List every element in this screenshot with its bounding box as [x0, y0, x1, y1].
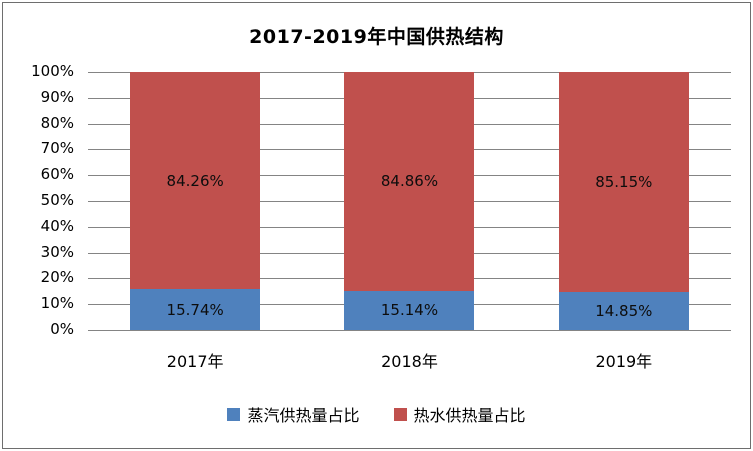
- y-tick-10: 10%: [40, 294, 74, 313]
- bar-value-label: 84.26%: [166, 171, 224, 190]
- y-tick-60: 60%: [40, 165, 74, 184]
- bar-segment-hotwater-2019: 85.15%: [558, 72, 689, 292]
- x-label-2019: 2019年: [595, 352, 653, 371]
- x-label-2018: 2018年: [381, 352, 438, 371]
- bar-value-label: 84.86%: [380, 172, 439, 191]
- y-tick-30: 30%: [40, 242, 74, 261]
- chart-title: 2017-2019年中国供热结构: [249, 26, 504, 48]
- legend: 蒸汽供热量占比 热水供热量占比: [0, 402, 753, 426]
- bar-value-label: 15.74%: [166, 300, 224, 319]
- y-tick-50: 50%: [40, 191, 74, 210]
- y-tick-70: 70%: [40, 139, 74, 158]
- stacked-bar-2019: 14.85% 85.15%: [558, 72, 689, 330]
- stacked-bar-2017: 15.74% 84.26%: [130, 72, 261, 330]
- y-tick-40: 40%: [40, 216, 74, 235]
- gridline: [88, 330, 731, 331]
- stacked-bar-2018: 15.14% 84.86%: [344, 72, 475, 330]
- bar-value-label: 14.85%: [595, 301, 653, 320]
- bar-segment-steam-2018: 15.14%: [344, 290, 475, 330]
- x-label-2017: 2017年: [166, 352, 224, 371]
- bar-value-label: 85.15%: [595, 172, 653, 191]
- bar-segment-hotwater-2018: 84.86%: [344, 72, 475, 291]
- y-tick-90: 90%: [40, 87, 74, 106]
- y-tick-0: 0%: [50, 320, 74, 339]
- y-tick-100: 100%: [31, 62, 74, 81]
- bar-groups: 15.74% 84.26% 15.14% 84.86%: [88, 72, 731, 330]
- bar-group-2018: 15.14% 84.86%: [302, 72, 516, 330]
- bar-group-2017: 15.74% 84.26%: [88, 72, 302, 330]
- legend-swatch-steam: [227, 407, 241, 421]
- bar-segment-steam-2019: 14.85%: [558, 291, 689, 330]
- legend-item-hotwater: 热水供热量占比: [393, 402, 526, 426]
- y-axis: 100% 90% 80% 70% 60% 50% 40% 30% 20% 10%…: [10, 62, 80, 338]
- bar-segment-hotwater-2017: 84.26%: [130, 72, 261, 290]
- legend-label-hotwater: 热水供热量占比: [413, 406, 526, 425]
- bar-group-2019: 14.85% 85.15%: [517, 72, 731, 330]
- bar-segment-steam-2017: 15.74%: [130, 289, 261, 330]
- legend-label-steam: 蒸汽供热量占比: [247, 406, 360, 425]
- x-axis: 2017年 2018年 2019年: [88, 348, 731, 372]
- y-tick-20: 20%: [40, 268, 74, 287]
- bar-value-label: 15.14%: [380, 301, 439, 320]
- y-tick-80: 80%: [40, 113, 74, 132]
- plot-area: 15.74% 84.26% 15.14% 84.86%: [88, 72, 731, 331]
- legend-item-steam: 蒸汽供热量占比: [227, 402, 360, 426]
- legend-swatch-hotwater: [393, 407, 407, 421]
